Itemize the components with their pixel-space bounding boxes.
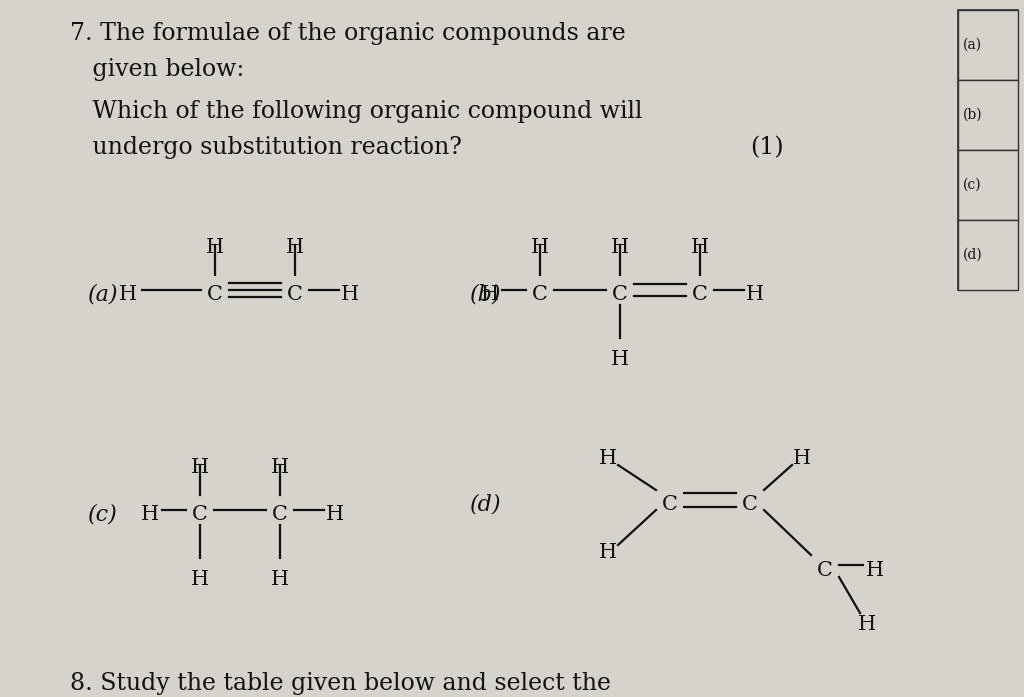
Bar xyxy=(958,10,1018,80)
Text: H: H xyxy=(341,286,359,305)
Text: (b): (b) xyxy=(470,284,502,306)
Text: (c): (c) xyxy=(88,504,118,526)
Text: C: C xyxy=(287,286,303,305)
Text: H: H xyxy=(206,238,224,257)
Text: (1): (1) xyxy=(750,136,783,159)
Text: H: H xyxy=(119,286,137,305)
Text: H: H xyxy=(286,238,304,257)
Text: H: H xyxy=(141,505,159,525)
Bar xyxy=(958,10,1018,290)
Text: C: C xyxy=(193,505,208,525)
Text: H: H xyxy=(530,238,549,257)
Text: H: H xyxy=(745,286,764,305)
Text: given below:: given below: xyxy=(70,58,245,81)
Text: C: C xyxy=(207,286,223,305)
Text: H: H xyxy=(190,458,209,477)
Text: H: H xyxy=(793,448,811,468)
Text: H: H xyxy=(599,542,617,562)
Text: H: H xyxy=(271,570,289,589)
Text: undergo substitution reaction?: undergo substitution reaction? xyxy=(70,136,462,159)
Text: H: H xyxy=(599,448,617,468)
Text: H: H xyxy=(326,505,344,525)
Text: C: C xyxy=(817,560,833,579)
Text: (a): (a) xyxy=(963,38,982,52)
Text: H: H xyxy=(691,238,709,257)
Text: H: H xyxy=(858,615,877,634)
Text: H: H xyxy=(611,238,629,257)
Text: (d): (d) xyxy=(963,248,983,262)
Text: C: C xyxy=(532,286,548,305)
Text: (d): (d) xyxy=(470,494,502,516)
Text: 8. Study the table given below and select the: 8. Study the table given below and selec… xyxy=(70,672,611,695)
Text: C: C xyxy=(742,496,758,514)
Text: (c): (c) xyxy=(963,178,982,192)
Bar xyxy=(958,150,1018,220)
Text: C: C xyxy=(612,286,628,305)
Text: C: C xyxy=(692,286,708,305)
Text: H: H xyxy=(481,286,499,305)
Text: H: H xyxy=(271,458,289,477)
Bar xyxy=(958,220,1018,290)
Bar xyxy=(958,80,1018,150)
Text: C: C xyxy=(272,505,288,525)
Text: Which of the following organic compound will: Which of the following organic compound … xyxy=(70,100,642,123)
Text: H: H xyxy=(190,570,209,589)
Text: C: C xyxy=(663,496,678,514)
Text: (b): (b) xyxy=(963,108,983,122)
Text: (a): (a) xyxy=(88,284,119,306)
Text: H: H xyxy=(866,560,884,579)
Text: H: H xyxy=(611,350,629,369)
Text: 7. The formulae of the organic compounds are: 7. The formulae of the organic compounds… xyxy=(70,22,626,45)
